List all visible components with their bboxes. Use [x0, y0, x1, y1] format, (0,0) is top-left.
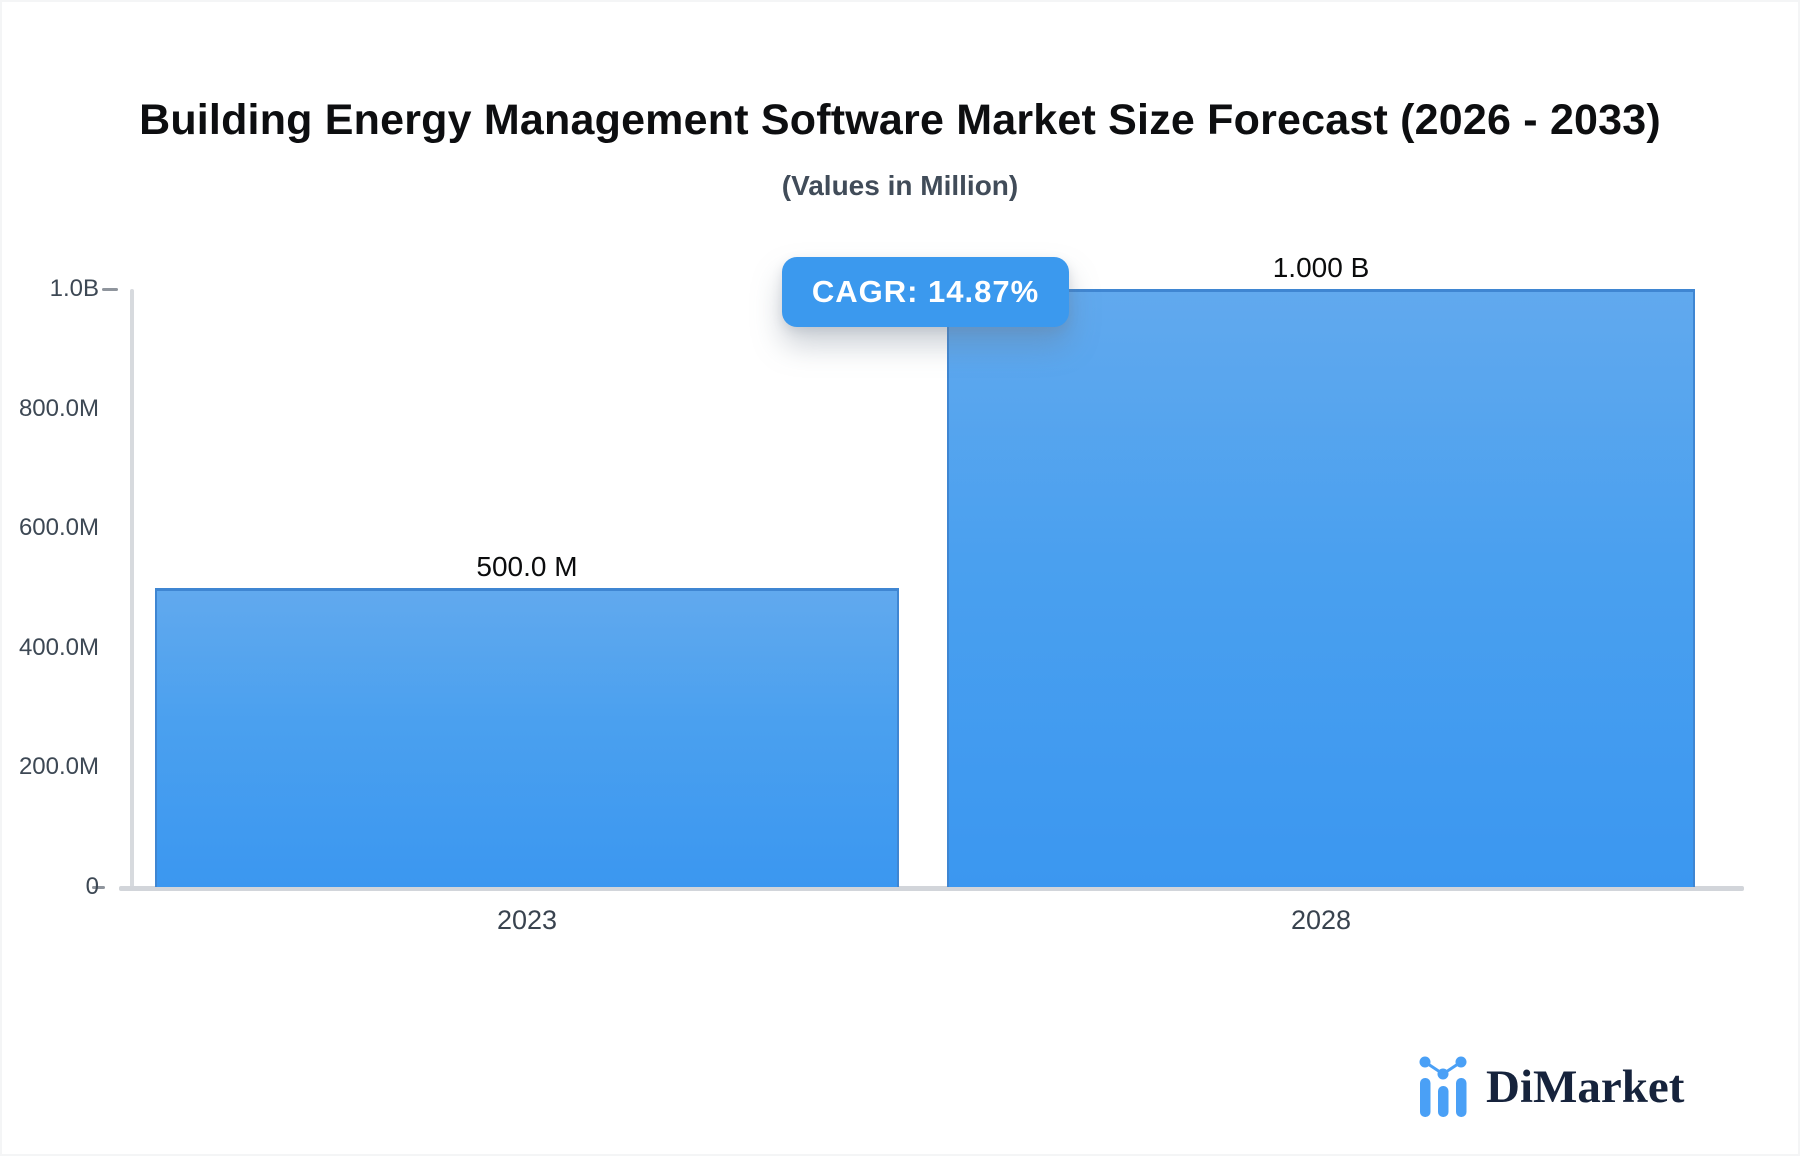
- chart-subtitle: (Values in Million): [781, 170, 1019, 201]
- y-tick-label: 600.0M: [18, 514, 99, 542]
- bar-2023[interactable]: [155, 588, 899, 887]
- chart-title: Building Energy Management Software Mark…: [139, 96, 1661, 144]
- x-tick-label-2028: 2028: [1290, 905, 1352, 935]
- brand-logo[interactable]: DiMarket: [1417, 1048, 1684, 1118]
- y-tick-label: 0: [85, 873, 99, 900]
- y-axis-tick-zero: [92, 886, 105, 889]
- y-tick-label: 400.0M: [18, 633, 99, 661]
- bar-line-chart-icon: [1419, 1056, 1467, 1117]
- y-tick-label: 1.0B: [49, 275, 99, 302]
- x-axis-line: [119, 886, 1744, 891]
- y-tick-label: 200.0M: [18, 753, 99, 781]
- x-tick-label-2023: 2023: [496, 905, 558, 935]
- cagr-badge-label: CAGR: 14.87%: [811, 274, 1040, 309]
- bar-value-label-2023: 500.0 M: [476, 551, 578, 582]
- bar-value-label-2028: 1.000 B: [1272, 252, 1370, 283]
- y-tick-label: 800.0M: [18, 394, 99, 422]
- y-axis-tick-max: [102, 288, 118, 291]
- bar-2028[interactable]: [947, 289, 1695, 887]
- y-axis-line: [130, 289, 134, 889]
- brand-name: DiMarket: [1486, 1061, 1685, 1113]
- cagr-badge: CAGR: 14.87%: [782, 257, 1069, 327]
